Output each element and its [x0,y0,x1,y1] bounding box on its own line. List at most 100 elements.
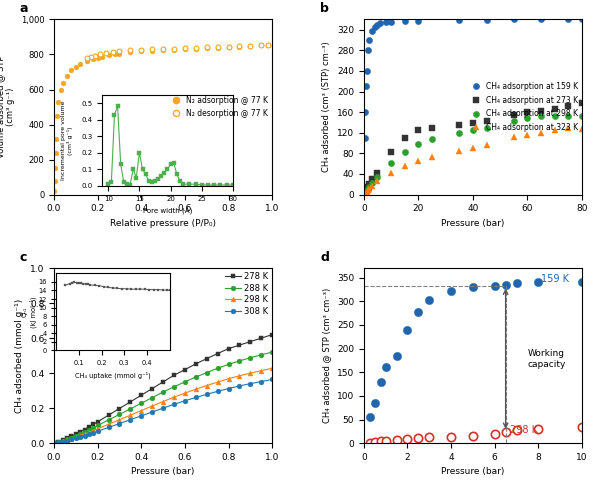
CH₄ adsorption at 273 K [524,109,531,115]
CH₄ adsorption at 159 K [362,83,370,89]
CH₄ adsorption at 298 K [551,113,559,119]
288 K [94,423,101,429]
288 K [225,361,232,367]
298 K [81,431,88,437]
CH₄ adsorption at 159 K [361,135,368,141]
CH₄ adsorption at 323 K [565,125,572,131]
CH₄ adsorption at 298 K [538,113,545,119]
CH₄ adsorption at 273 K [565,103,572,109]
Line: 278 K: 278 K [52,332,275,446]
CH₄ adsorption at 298 K [374,173,381,179]
288 K [59,438,67,444]
CH₄ adsorption at 159 K [578,17,586,22]
278 K [247,338,254,344]
308 K [77,434,84,440]
CH₄ adsorption at 298 K [368,180,376,186]
CH₄ adsorption at 273 K [364,184,371,190]
CH₄ adsorption at 323 K [363,189,370,195]
Line: CH₄ adsorption at 273 K: CH₄ adsorption at 273 K [362,100,585,196]
298 K [72,434,79,440]
288 K [116,412,123,417]
CH₄ adsorption at 323 K [578,126,586,131]
Text: b: b [320,2,329,16]
278 K [225,346,232,352]
Y-axis label: CH₄ adsorbed @ STP (cm³ cm⁻³): CH₄ adsorbed @ STP (cm³ cm⁻³) [322,288,331,423]
Text: 159 K: 159 K [541,274,569,284]
CH₄ adsorption at 298 K [361,190,368,196]
CH₄ adsorption at 273 K [374,170,381,176]
CH₄ adsorption at 298 K [364,186,371,192]
308 K [64,438,71,444]
308 K [105,425,112,431]
CH₄ adsorption at 159 K [362,109,369,115]
308 K [50,440,58,446]
298 K [116,417,123,423]
CH₄ adsorption at 273 K [483,118,490,124]
308 K [247,381,254,387]
CH₄ adsorption at 273 K [578,100,586,106]
Line: CH₄ adsorption at 298 K: CH₄ adsorption at 298 K [362,112,585,197]
CH₄ adsorption at 323 K [365,186,373,192]
Text: 298 K: 298 K [510,425,538,435]
288 K [247,355,254,361]
308 K [116,421,123,427]
278 K [192,361,199,367]
CH₄ adsorption at 159 K [371,24,379,30]
278 K [72,431,79,437]
CH₄ adsorption at 273 K [415,127,422,133]
308 K [81,433,88,439]
308 K [236,383,243,389]
278 K [137,392,145,398]
Legend: 278 K, 288 K, 298 K, 308 K: 278 K, 288 K, 298 K, 308 K [225,272,268,316]
278 K [68,433,75,439]
CH₄ adsorption at 298 K [510,118,517,124]
308 K [89,430,97,436]
278 K [64,435,71,441]
CH₄ adsorption at 323 K [428,154,436,160]
CH₄ adsorption at 159 K [401,18,409,23]
298 K [149,403,156,409]
CH₄ adsorption at 298 K [365,184,373,190]
CH₄ adsorption at 323 K [524,132,531,138]
Text: d: d [320,251,329,264]
278 K [116,406,123,412]
288 K [85,427,92,433]
308 K [192,394,199,400]
278 K [257,335,265,341]
Legend: N₂ adsorption @ 77 K, N₂ desorption @ 77 K: N₂ adsorption @ 77 K, N₂ desorption @ 77… [169,96,268,118]
CH₄ adsorption at 298 K [401,149,409,155]
CH₄ adsorption at 323 K [455,148,463,154]
308 K [225,386,232,392]
X-axis label: Relative pressure (P/P₀): Relative pressure (P/P₀) [110,219,216,228]
288 K [257,352,265,357]
308 K [59,439,67,445]
278 K [89,422,97,428]
CH₄ adsorption at 323 K [364,187,371,193]
298 K [181,390,188,396]
288 K [77,431,84,437]
278 K [149,386,156,392]
308 K [85,431,92,437]
298 K [127,412,134,418]
CH₄ adsorption at 159 K [364,47,371,53]
278 K [170,373,178,378]
278 K [94,419,101,425]
CH₄ adsorption at 298 K [455,130,463,136]
CH₄ adsorption at 273 K [361,190,368,196]
298 K [225,376,232,382]
278 K [59,437,67,443]
Text: c: c [19,251,26,264]
Line: CH₄ adsorption at 323 K: CH₄ adsorption at 323 K [362,125,585,197]
CH₄ adsorption at 273 K [388,150,395,155]
278 K [236,342,243,348]
Line: CH₄ adsorption at 159 K: CH₄ adsorption at 159 K [362,17,585,141]
298 K [64,437,71,443]
308 K [203,392,211,397]
308 K [72,435,79,441]
288 K [81,429,88,435]
288 K [55,439,62,445]
308 K [181,398,188,404]
Line: 298 K: 298 K [52,366,275,446]
CH₄ adsorption at 273 K [362,189,369,195]
298 K [170,394,178,400]
